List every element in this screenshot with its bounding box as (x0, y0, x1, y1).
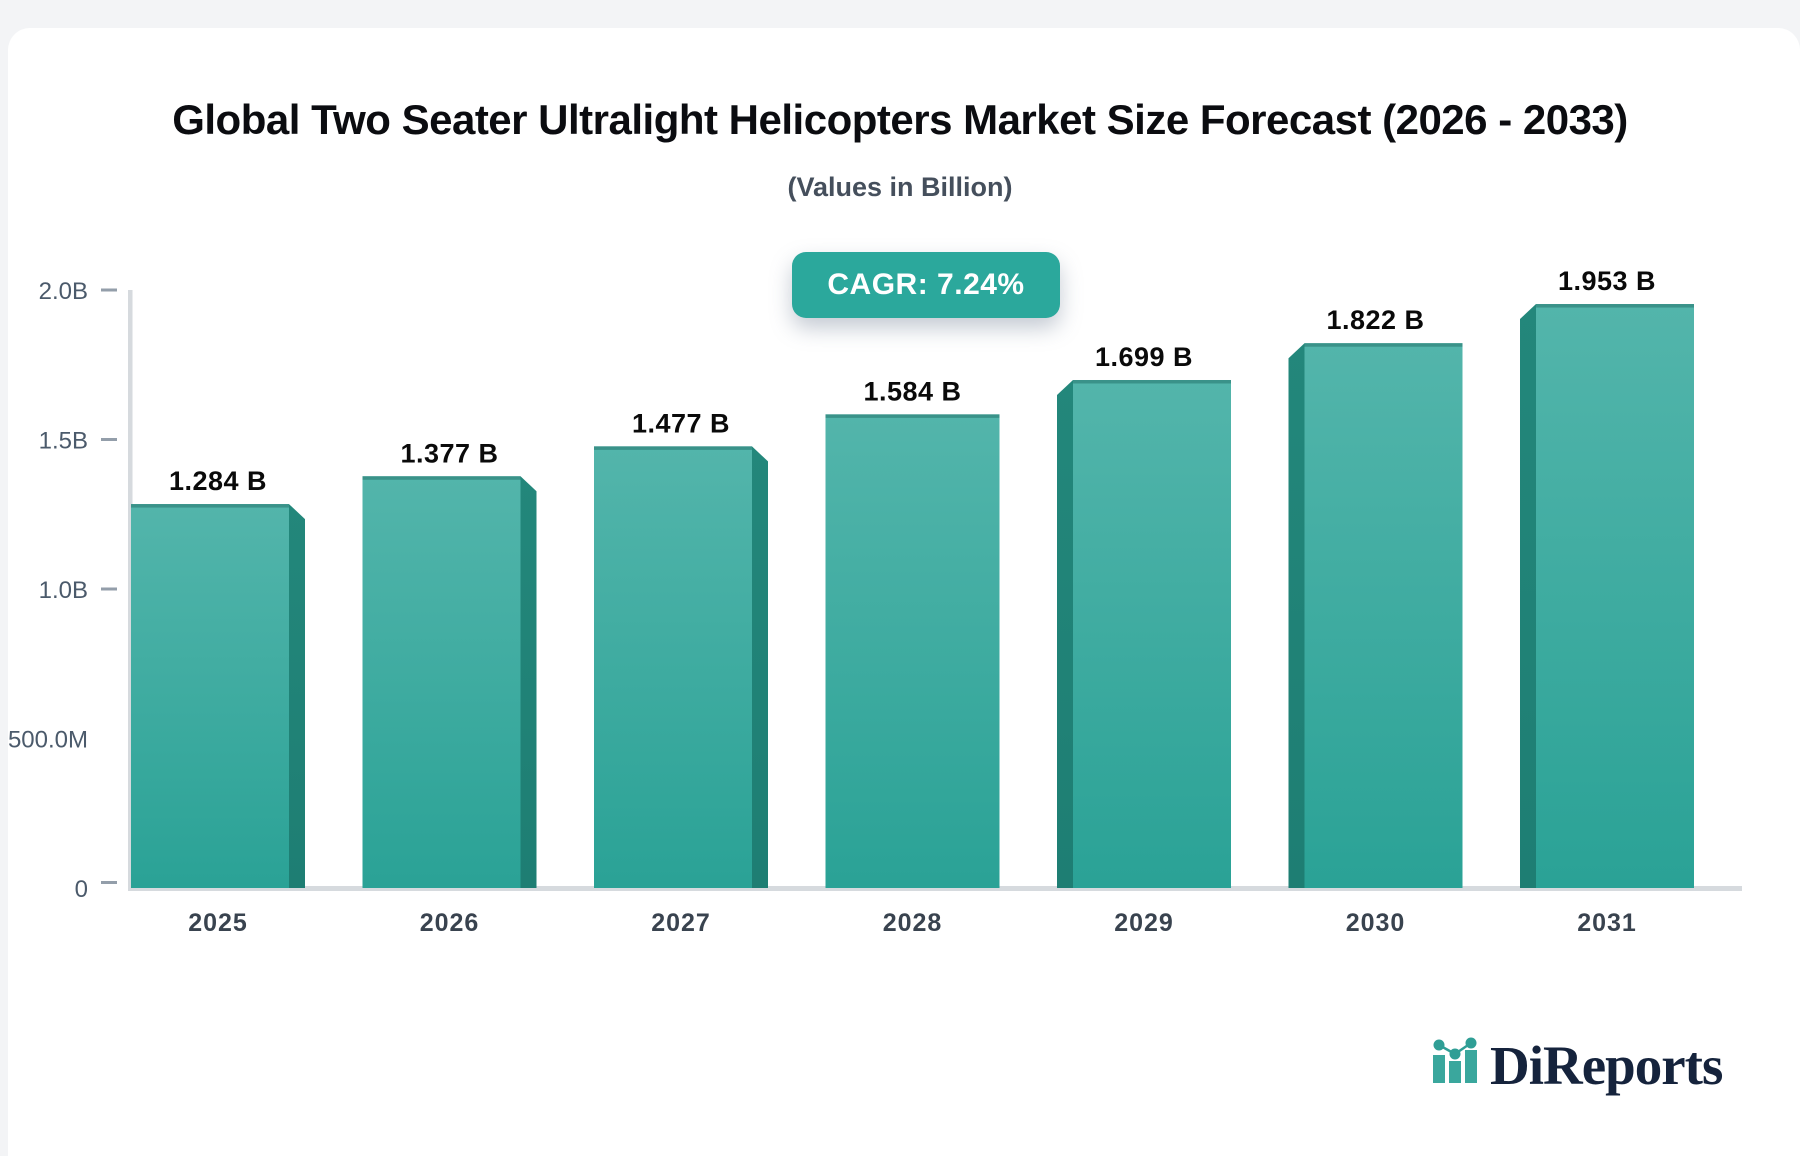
bar-side-2030 (1288, 343, 1305, 888)
chart-subtitle: (Values in Billion) (787, 172, 1013, 202)
value-label-2026: 1.377 B (400, 438, 498, 468)
x-label-2026: 2026 (420, 909, 480, 937)
brand-name: DiReports (1490, 1035, 1723, 1096)
bar-side-2031 (1520, 304, 1536, 889)
bar-2026[interactable] (362, 476, 521, 888)
bar-side-2029 (1057, 379, 1073, 888)
x-label-2030: 2030 (1346, 909, 1406, 937)
y-tick-1.5B (101, 438, 117, 441)
bar-group-2028: 1.584 B 2028 (825, 376, 1000, 937)
x-axis-line (128, 886, 1742, 891)
value-label-2029: 1.699 B (1095, 342, 1193, 372)
y-tick-label-1.0B: 1.0B (39, 577, 88, 604)
bar-group-2027: 1.477 B 2027 (594, 408, 768, 937)
y-axis-line (128, 290, 133, 888)
x-label-2028: 2028 (883, 909, 943, 937)
bar-top-edge-2030 (1304, 343, 1463, 347)
chart-title: Global Two Seater Ultralight Helicopters… (172, 96, 1628, 143)
bar-top-edge-2031 (1536, 304, 1694, 308)
brand-logo: DiReports (1430, 1035, 1723, 1106)
y-tick-label-500.0M: 500.0M (8, 727, 88, 754)
bar-top-edge-2026 (362, 476, 521, 480)
value-label-2031: 1.953 B (1558, 266, 1656, 296)
bar-top-edge-2025 (131, 504, 289, 508)
x-label-2031: 2031 (1577, 909, 1637, 937)
bar-group-2030: 1.822 B 2030 (1288, 305, 1463, 937)
value-label-2027: 1.477 B (632, 408, 730, 438)
bar-group-2031: 1.953 B 2031 (1520, 266, 1694, 937)
bar-2028[interactable] (825, 414, 1000, 888)
bar-2025[interactable] (131, 504, 289, 888)
bar-side-2026 (520, 476, 537, 888)
bar-top-edge-2029 (1073, 379, 1231, 384)
bar-2029[interactable] (1073, 379, 1231, 888)
x-label-2029: 2029 (1114, 909, 1174, 937)
y-tick-label-0: 0 (75, 876, 88, 903)
y-tick-1.0B (101, 587, 117, 591)
bar-group-2029: 1.699 B 2029 (1057, 342, 1231, 937)
bar-side-2027 (752, 446, 768, 888)
x-label-2025: 2025 (188, 909, 248, 937)
bar-2031[interactable] (1536, 304, 1694, 889)
value-label-2025: 1.284 B (169, 466, 267, 496)
y-tick-2.0B (101, 288, 117, 292)
bar-2027[interactable] (594, 446, 752, 888)
y-tick-0 (101, 881, 117, 884)
x-label-2027: 2027 (651, 909, 711, 937)
bar-top-edge-2028 (825, 414, 1000, 418)
cagr-badge: CAGR: 7.24% (792, 252, 1060, 318)
value-label-2030: 1.822 B (1326, 305, 1424, 335)
y-tick-label-2.0B: 2.0B (39, 278, 88, 305)
bar-group-2025: 1.284 B 2025 (131, 466, 305, 937)
bar-2030[interactable] (1304, 343, 1463, 888)
bar-top-edge-2027 (594, 446, 752, 450)
cagr-badge-label: CAGR: 7.24% (827, 268, 1025, 301)
value-label-2028: 1.584 B (863, 376, 961, 406)
bar-side-2025 (289, 504, 305, 888)
bar-group-2026: 1.377 B 2026 (362, 438, 537, 937)
y-tick-label-1.5B: 1.5B (39, 428, 88, 455)
direports-chart-icon (1433, 1037, 1477, 1083)
